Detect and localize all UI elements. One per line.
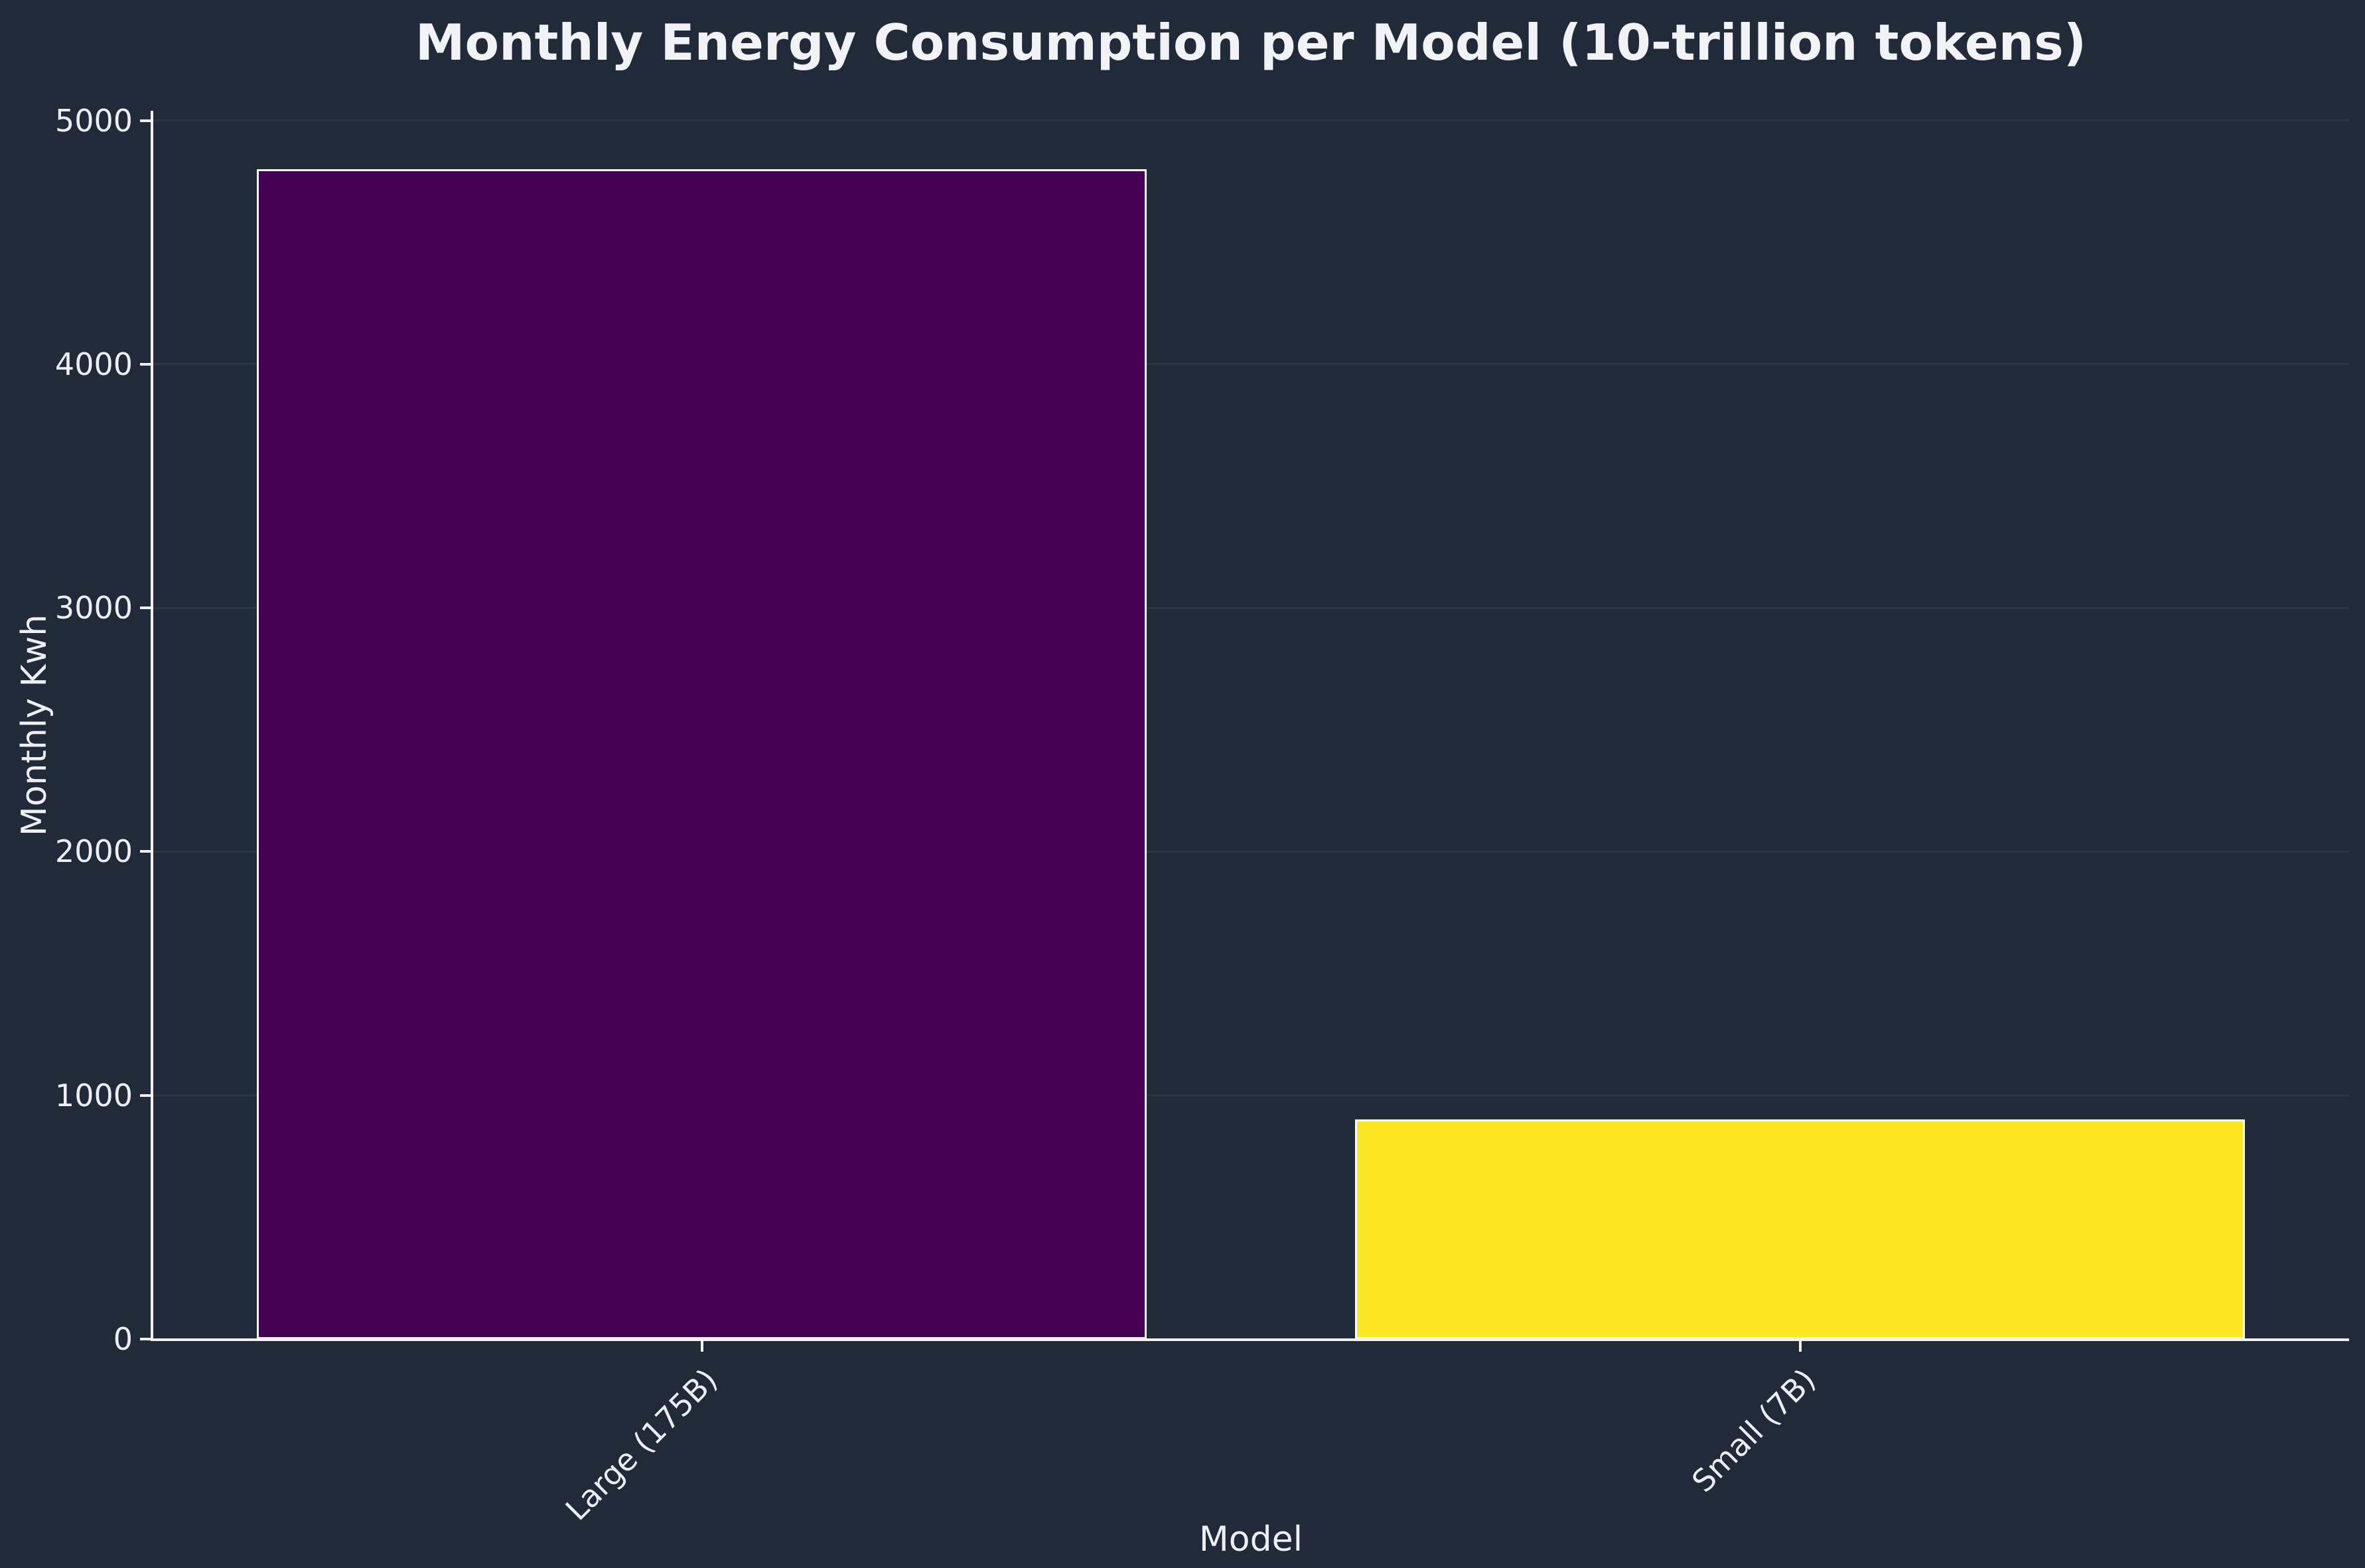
gridline-5000 (153, 119, 2349, 122)
x-tick-label-small-7b: Small (7B) (1685, 1362, 1823, 1500)
y-tick-label-0: 0 (113, 1321, 133, 1357)
y-tick-label-1000: 1000 (54, 1077, 133, 1113)
x-tick-label-large-175b: Large (175B) (558, 1362, 725, 1528)
y-tick-label-4000: 4000 (54, 346, 133, 382)
bar-large-175b (257, 169, 1147, 1339)
y-tick-5000 (140, 119, 151, 122)
gridline-2000 (153, 850, 2349, 853)
gridline-4000 (153, 363, 2349, 366)
x-axis-title: Model (1198, 1520, 1303, 1559)
gridline-1000 (153, 1094, 2349, 1097)
x-tick-small-7b (1798, 1341, 1802, 1352)
y-axis-title: Monthly Kwh (15, 614, 54, 837)
y-axis-line (151, 111, 153, 1341)
y-tick-label-3000: 3000 (54, 590, 133, 626)
y-tick-1000 (140, 1094, 151, 1097)
x-axis-line (151, 1338, 2349, 1341)
y-tick-4000 (140, 362, 151, 366)
x-tick-large-175b (700, 1341, 703, 1352)
y-tick-label-5000: 5000 (54, 102, 133, 139)
y-tick-label-2000: 2000 (54, 833, 133, 870)
chart-title: Monthly Energy Consumption per Model (10… (415, 13, 2087, 72)
y-tick-2000 (140, 850, 151, 853)
bar-small-7b (1355, 1119, 2245, 1339)
y-tick-0 (140, 1338, 151, 1340)
gridline-3000 (153, 606, 2349, 609)
y-tick-3000 (140, 606, 151, 610)
